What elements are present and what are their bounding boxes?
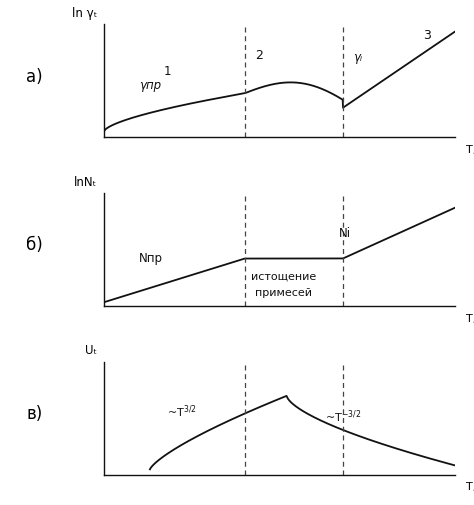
- Text: γпр: γпр: [139, 79, 162, 92]
- Text: Ni: Ni: [339, 227, 351, 239]
- Text: истощение: истощение: [251, 271, 316, 281]
- Text: Nпр: Nпр: [139, 251, 164, 264]
- Text: 3: 3: [423, 29, 431, 42]
- Text: γᵢ: γᵢ: [353, 51, 363, 64]
- Text: lnNₜ: lnNₜ: [74, 175, 97, 188]
- Text: а): а): [26, 68, 43, 85]
- Text: ~T$^{-3/2}$: ~T$^{-3/2}$: [325, 408, 362, 424]
- Text: примесей: примесей: [255, 287, 312, 297]
- Text: T, °C: T, °C: [465, 313, 474, 323]
- Text: Uₜ: Uₜ: [85, 344, 97, 357]
- Text: б): б): [26, 236, 43, 254]
- Text: ln γₜ: ln γₜ: [72, 7, 97, 20]
- Text: в): в): [26, 405, 42, 423]
- Text: T, °C: T, °C: [465, 481, 474, 491]
- Text: 2: 2: [255, 49, 263, 62]
- Text: 1: 1: [164, 65, 172, 78]
- Text: T, °C: T, °C: [465, 144, 474, 155]
- Text: ~T$^{3/2}$: ~T$^{3/2}$: [167, 403, 197, 420]
